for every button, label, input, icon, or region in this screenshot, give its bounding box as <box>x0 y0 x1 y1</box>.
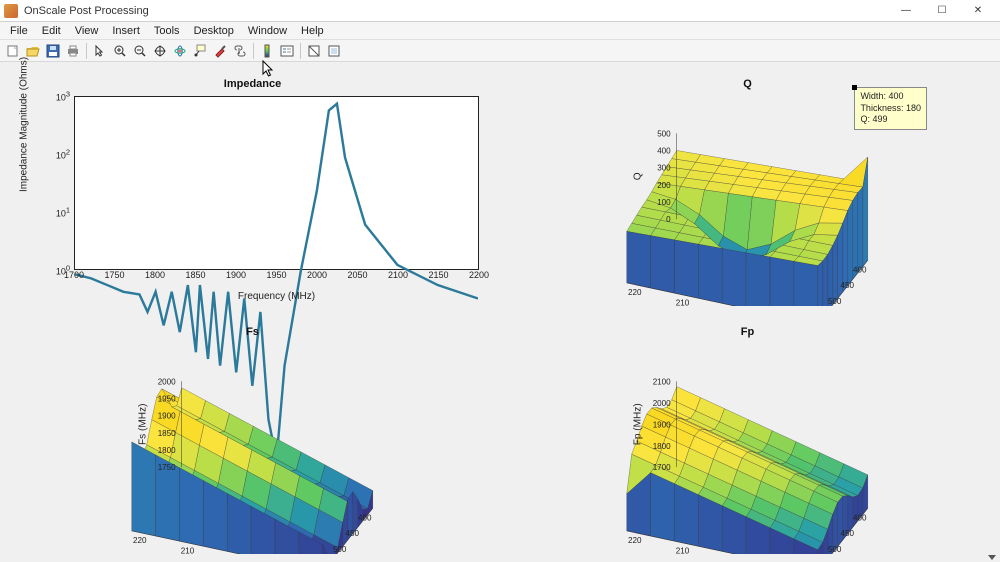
subplot-fp: Fp 1700 1800 1900 2000 2100 Fp (MHz) 400 450 500… <box>515 326 980 554</box>
svg-text:400: 400 <box>853 513 867 522</box>
svg-text:1800: 1800 <box>653 442 671 451</box>
svg-text:100: 100 <box>657 198 671 207</box>
svg-text:450: 450 <box>840 281 854 290</box>
svg-text:300: 300 <box>657 164 671 173</box>
subplot-fs: Fs 1750 1800 1850 1900 1950 2000 Fs (MHz) 400 45… <box>20 326 485 554</box>
plot-title-impedance: Impedance <box>20 78 485 90</box>
svg-text:500: 500 <box>828 545 842 554</box>
menu-edit[interactable]: Edit <box>36 24 67 38</box>
menu-tools[interactable]: Tools <box>148 24 186 38</box>
svg-text:210: 210 <box>676 546 690 554</box>
datatip-line: Q: 499 <box>860 114 921 126</box>
plot-title-fs: Fs <box>20 326 485 338</box>
axes-fs[interactable]: 1750 1800 1850 1900 1950 2000 Fs (MHz) 400 450 50… <box>20 340 485 554</box>
menu-window[interactable]: Window <box>242 24 293 38</box>
svg-text:1800: 1800 <box>158 446 176 455</box>
legend-icon[interactable] <box>278 42 296 60</box>
pointer-icon[interactable] <box>91 42 109 60</box>
menu-desktop[interactable]: Desktop <box>188 24 240 38</box>
svg-text:220: 220 <box>628 536 642 545</box>
titlebar: OnScale Post Processing — ☐ ✕ <box>0 0 1000 22</box>
menu-view[interactable]: View <box>69 24 105 38</box>
toolbar-separator <box>86 43 87 59</box>
svg-text:2100: 2100 <box>653 377 671 386</box>
svg-text:1750: 1750 <box>158 463 176 472</box>
window-controls: — ☐ ✕ <box>888 1 996 21</box>
datatip-line: Thickness: 180 <box>860 103 921 115</box>
svg-text:220: 220 <box>133 536 147 545</box>
app-icon <box>4 4 18 18</box>
close-button[interactable]: ✕ <box>960 1 996 21</box>
svg-text:500: 500 <box>657 129 671 138</box>
plot-title-fp: Fp <box>515 326 980 338</box>
svg-text:220: 220 <box>628 288 642 297</box>
svg-text:1700: 1700 <box>653 463 671 472</box>
svg-text:0: 0 <box>666 215 671 224</box>
print-icon[interactable] <box>64 42 82 60</box>
toolbar-separator <box>300 43 301 59</box>
svg-text:400: 400 <box>853 265 867 274</box>
svg-text:2000: 2000 <box>158 377 176 386</box>
menubar: FileEditViewInsertToolsDesktopWindowHelp <box>0 22 1000 40</box>
ylabel-impedance: Impedance Magnitude (Ohms) <box>19 57 30 192</box>
datacursor-icon[interactable] <box>191 42 209 60</box>
subplot-impedance: Impedance Impedance Magnitude (Ohms) 100… <box>20 78 485 306</box>
svg-text:Fs (MHz): Fs (MHz) <box>137 404 148 445</box>
link-icon[interactable] <box>231 42 249 60</box>
pan-icon[interactable] <box>151 42 169 60</box>
xlabel-impedance: Frequency (MHz) <box>74 291 479 302</box>
svg-text:1950: 1950 <box>158 395 176 404</box>
datatip-q[interactable]: Width: 400Thickness: 180Q: 499 <box>854 87 927 130</box>
menu-help[interactable]: Help <box>295 24 330 38</box>
brush-icon[interactable] <box>211 42 229 60</box>
svg-text:450: 450 <box>840 529 854 538</box>
colorbar-icon[interactable] <box>258 42 276 60</box>
svg-text:1850: 1850 <box>158 429 176 438</box>
svg-text:1900: 1900 <box>653 420 671 429</box>
window-title: OnScale Post Processing <box>24 5 888 17</box>
menu-insert[interactable]: Insert <box>106 24 146 38</box>
svg-text:210: 210 <box>181 546 195 554</box>
axes-fp[interactable]: 17001800190020002100Fp (MHz)400450500550… <box>515 340 980 554</box>
yticks-impedance: 100101102103 <box>48 96 72 270</box>
show-plot-icon[interactable] <box>325 42 343 60</box>
toolbar-separator <box>253 43 254 59</box>
svg-text:500: 500 <box>333 545 347 554</box>
subplot-q: Q 0100200300400500Q400450500550600180190… <box>515 78 980 306</box>
svg-text:Fp (MHz): Fp (MHz) <box>632 403 643 445</box>
rotate3d-icon[interactable] <box>171 42 189 60</box>
figure-menu-caret-icon[interactable] <box>988 555 996 560</box>
svg-text:500: 500 <box>828 297 842 306</box>
menu-file[interactable]: File <box>4 24 34 38</box>
toolbar <box>0 40 1000 62</box>
minimize-button[interactable]: — <box>888 1 924 21</box>
svg-text:450: 450 <box>345 529 359 538</box>
svg-text:2000: 2000 <box>653 399 671 408</box>
svg-text:210: 210 <box>676 298 690 306</box>
save-icon[interactable] <box>44 42 62 60</box>
xticks-impedance: 1700175018001850190019502000205021002150… <box>74 270 479 284</box>
axes-impedance[interactable] <box>74 96 479 270</box>
datatip-line: Width: 400 <box>860 91 921 103</box>
zoom-in-icon[interactable] <box>111 42 129 60</box>
hide-plot-icon[interactable] <box>305 42 323 60</box>
svg-text:1900: 1900 <box>158 412 176 421</box>
maximize-button[interactable]: ☐ <box>924 1 960 21</box>
svg-text:400: 400 <box>657 147 671 156</box>
svg-text:Q: Q <box>632 172 643 180</box>
svg-text:400: 400 <box>358 513 372 522</box>
zoom-out-icon[interactable] <box>131 42 149 60</box>
svg-text:200: 200 <box>657 181 671 190</box>
figure-area: Impedance Impedance Magnitude (Ohms) 100… <box>0 62 1000 562</box>
